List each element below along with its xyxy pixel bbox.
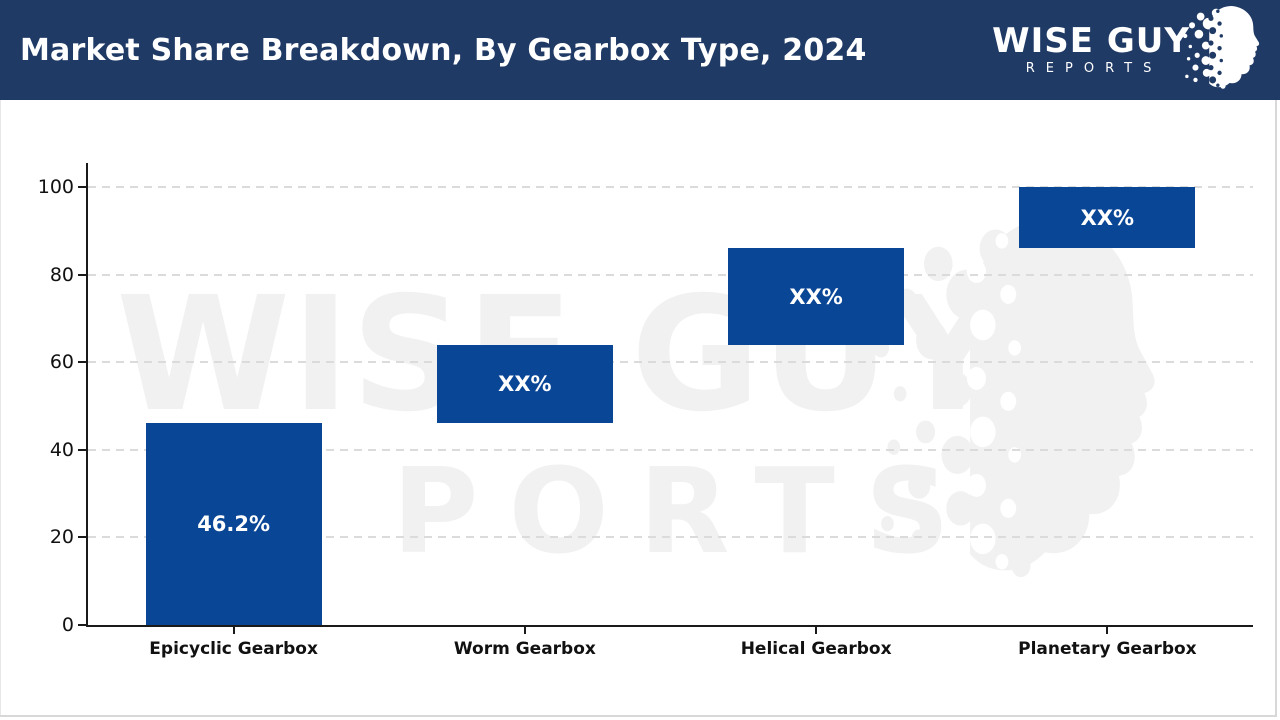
y-tick-mark	[78, 624, 86, 626]
y-axis-spine	[86, 163, 88, 627]
y-tick-mark	[78, 361, 86, 364]
x-tick-mark	[1106, 627, 1109, 634]
bar-planetary-gearbox: XX%	[1019, 187, 1196, 249]
logo-line2: REPORTS	[1025, 61, 1163, 77]
x-tick-mark	[815, 627, 818, 634]
header-bar: Market Share Breakdown, By Gearbox Type,…	[0, 0, 1280, 100]
frame-border-bottom	[0, 715, 1277, 717]
wiseguy-face-icon	[1183, 6, 1260, 89]
x-category-label: Planetary Gearbox	[1018, 639, 1197, 659]
x-category-label: Epicyclic Gearbox	[149, 639, 318, 659]
y-tick-label: 40	[49, 438, 74, 461]
y-tick-label: 0	[61, 614, 74, 636]
watermark-text-line2: PORTS	[392, 442, 980, 580]
y-tick-mark	[78, 273, 86, 276]
gridline-20	[88, 536, 1253, 539]
bar-helical-gearbox: XX%	[728, 248, 905, 345]
bar-value-label: XX%	[1080, 205, 1135, 230]
y-tick-mark	[78, 536, 86, 539]
x-category-label: Worm Gearbox	[453, 639, 596, 659]
logo-line1: WISE GUY	[992, 20, 1190, 61]
bar-value-label: XX%	[498, 371, 552, 396]
x-tick-mark	[523, 627, 526, 634]
y-tick-label: 60	[49, 351, 74, 374]
gridline-60	[88, 361, 1253, 364]
y-tick-label: 20	[49, 526, 74, 549]
frame-border-left	[0, 100, 1, 715]
bar-value-label: 46.2%	[197, 511, 271, 536]
y-tick-label: 100	[37, 176, 74, 198]
x-axis-spine	[86, 625, 1253, 627]
page-title: Market Share Breakdown, By Gearbox Type,…	[20, 32, 867, 68]
bar-worm-gearbox: XX%	[436, 344, 613, 423]
frame-border-right	[1275, 100, 1277, 717]
wiseguy-logo: WISE GUY REPORTS	[992, 6, 1266, 94]
bar-value-label: XX%	[789, 284, 843, 309]
gridline-80	[88, 273, 1253, 276]
y-tick-mark	[78, 186, 86, 188]
gridline-40	[88, 448, 1253, 451]
bar-epicyclic-gearbox: 46.2%	[145, 422, 322, 625]
x-tick-mark	[232, 627, 235, 634]
plot-area: 46.2% XX% XX% XX%	[78, 163, 1253, 627]
y-tick-mark	[78, 448, 86, 451]
y-tick-label: 80	[49, 263, 74, 286]
x-category-label: Helical Gearbox	[740, 639, 892, 659]
chart-canvas: WISE GUY PORTS 46.2% XX% XX% XX% 0 20 40 60 80 1…	[0, 100, 1280, 720]
logo-wordmark: WISE GUY REPORTS	[992, 20, 1190, 77]
gridline-100	[88, 186, 1253, 188]
